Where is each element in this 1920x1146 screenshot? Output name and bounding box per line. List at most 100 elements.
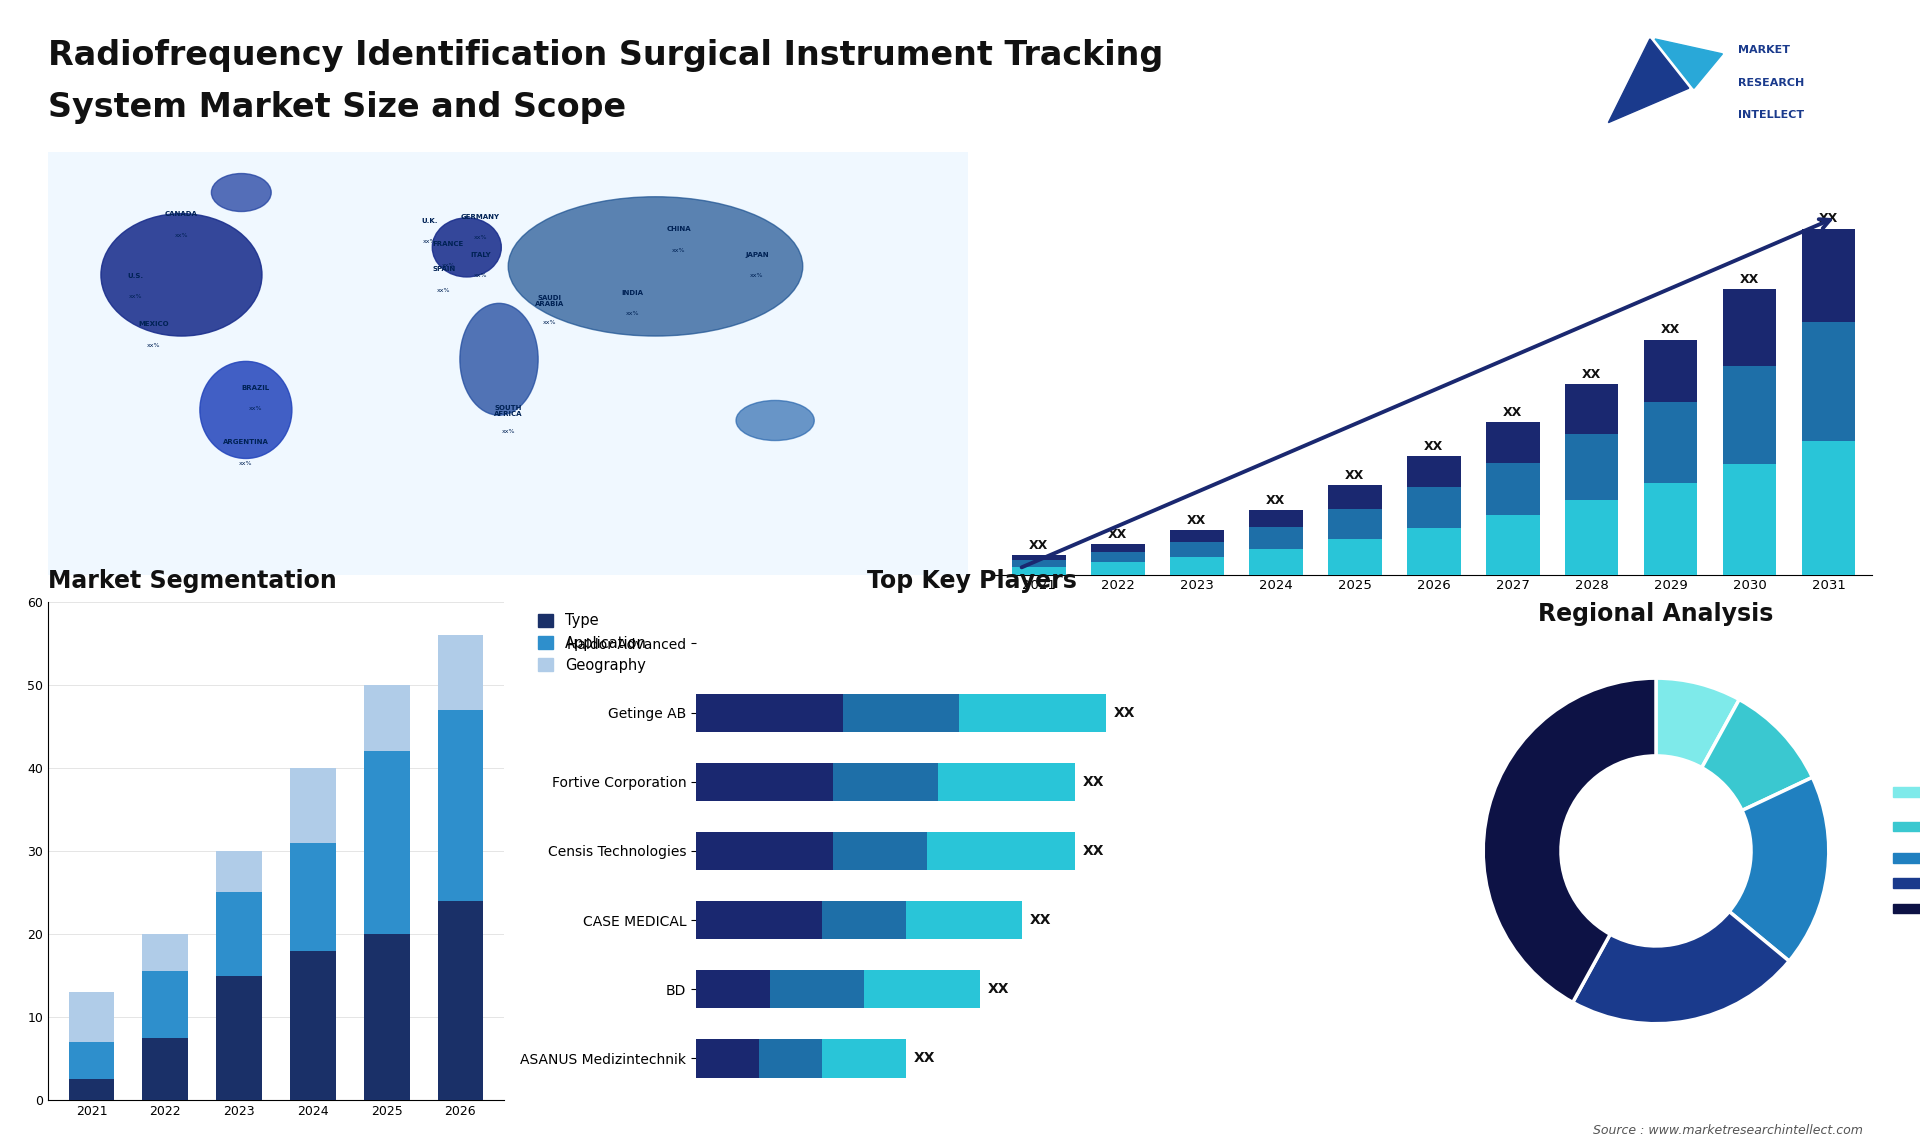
Text: U.K.: U.K. [422, 218, 438, 223]
Bar [697, 901, 822, 939]
Legend: Type, Application, Geography: Type, Application, Geography [534, 609, 651, 677]
Bar [1486, 422, 1540, 463]
Title: Top Key Players: Top Key Players [868, 568, 1077, 592]
Bar [69, 992, 115, 1042]
Bar [142, 1038, 188, 1100]
Bar [1801, 440, 1855, 574]
Bar [1486, 463, 1540, 515]
Bar [1248, 510, 1302, 527]
Text: xx%: xx% [672, 248, 685, 253]
Bar [1407, 487, 1461, 528]
Bar [1565, 384, 1619, 434]
Bar [1407, 456, 1461, 487]
Bar [1012, 567, 1066, 574]
Bar [697, 832, 833, 870]
Ellipse shape [211, 173, 271, 212]
Bar [290, 768, 336, 842]
Bar [290, 951, 336, 1100]
Bar [1169, 531, 1223, 542]
Wedge shape [1484, 678, 1657, 1003]
Bar [1722, 464, 1776, 574]
Bar [833, 832, 927, 870]
Bar [1644, 339, 1697, 402]
Bar [697, 693, 843, 731]
Text: xx%: xx% [438, 288, 451, 293]
Bar [1091, 563, 1144, 574]
Text: XX: XX [987, 982, 1010, 996]
Text: xx%: xx% [543, 320, 557, 324]
Bar [363, 752, 409, 934]
Bar [822, 1039, 906, 1077]
Bar [843, 693, 958, 731]
Bar [1091, 551, 1144, 563]
Text: XX: XX [1083, 775, 1104, 788]
Text: xx%: xx% [240, 461, 253, 466]
Text: MARKET: MARKET [1738, 46, 1789, 55]
Bar [290, 842, 336, 951]
Bar [833, 763, 937, 801]
Wedge shape [1701, 699, 1812, 810]
Text: xx%: xx% [626, 312, 639, 316]
Text: XX: XX [1425, 440, 1444, 453]
Ellipse shape [432, 218, 501, 277]
Bar [1329, 509, 1382, 540]
Polygon shape [1655, 39, 1722, 88]
Ellipse shape [102, 213, 261, 336]
Ellipse shape [461, 304, 538, 415]
Bar [142, 934, 188, 972]
Bar [1722, 289, 1776, 366]
Bar [697, 1039, 758, 1077]
Bar [697, 971, 770, 1008]
Text: Source : www.marketresearchintellect.com: Source : www.marketresearchintellect.com [1592, 1124, 1862, 1137]
Text: SPAIN: SPAIN [432, 266, 455, 273]
Bar [958, 693, 1106, 731]
Text: XX: XX [1503, 406, 1523, 419]
Bar [1565, 500, 1619, 574]
Bar [438, 901, 484, 1100]
Bar [438, 709, 484, 901]
Text: XX: XX [1740, 273, 1759, 286]
Text: xx%: xx% [129, 295, 142, 299]
Bar [1644, 482, 1697, 574]
Text: SOUTH
AFRICA: SOUTH AFRICA [493, 405, 522, 417]
Bar [1407, 528, 1461, 574]
Bar [1722, 366, 1776, 464]
Text: xx%: xx% [248, 406, 261, 411]
Bar [697, 763, 833, 801]
Bar [758, 1039, 822, 1077]
Text: CANADA: CANADA [165, 212, 198, 218]
Text: XX: XX [914, 1052, 935, 1066]
Legend: Latin America, Middle East &
Africa, Asia Pacific, Europe, North America: Latin America, Middle East & Africa, Asi… [1887, 780, 1920, 921]
Bar [1169, 557, 1223, 574]
Text: BRAZIL: BRAZIL [242, 385, 269, 391]
Text: XX: XX [1818, 212, 1837, 226]
Bar [1329, 485, 1382, 509]
Bar [142, 972, 188, 1038]
Text: xx%: xx% [751, 273, 764, 278]
Text: RESEARCH: RESEARCH [1738, 78, 1805, 87]
Bar [217, 851, 261, 893]
Text: CHINA: CHINA [666, 226, 691, 233]
Text: xx%: xx% [442, 262, 455, 268]
Wedge shape [1730, 777, 1828, 961]
Bar [927, 832, 1075, 870]
Bar [1486, 515, 1540, 574]
Text: XX: XX [1582, 368, 1601, 380]
Text: ARGENTINA: ARGENTINA [223, 439, 269, 446]
Bar [217, 893, 261, 975]
Bar [1012, 560, 1066, 567]
Text: INTELLECT: INTELLECT [1738, 110, 1805, 119]
Bar [69, 1080, 115, 1100]
Text: XX: XX [1029, 913, 1052, 927]
Text: FRANCE: FRANCE [432, 241, 465, 248]
Ellipse shape [509, 197, 803, 336]
Bar [906, 901, 1021, 939]
Bar [822, 901, 906, 939]
Text: xx%: xx% [474, 235, 488, 241]
Title: Regional Analysis: Regional Analysis [1538, 602, 1774, 626]
Bar [1012, 556, 1066, 560]
Text: XX: XX [1114, 706, 1135, 720]
Text: xx%: xx% [148, 343, 161, 348]
Bar [1091, 544, 1144, 551]
Text: U.S.: U.S. [127, 273, 144, 278]
